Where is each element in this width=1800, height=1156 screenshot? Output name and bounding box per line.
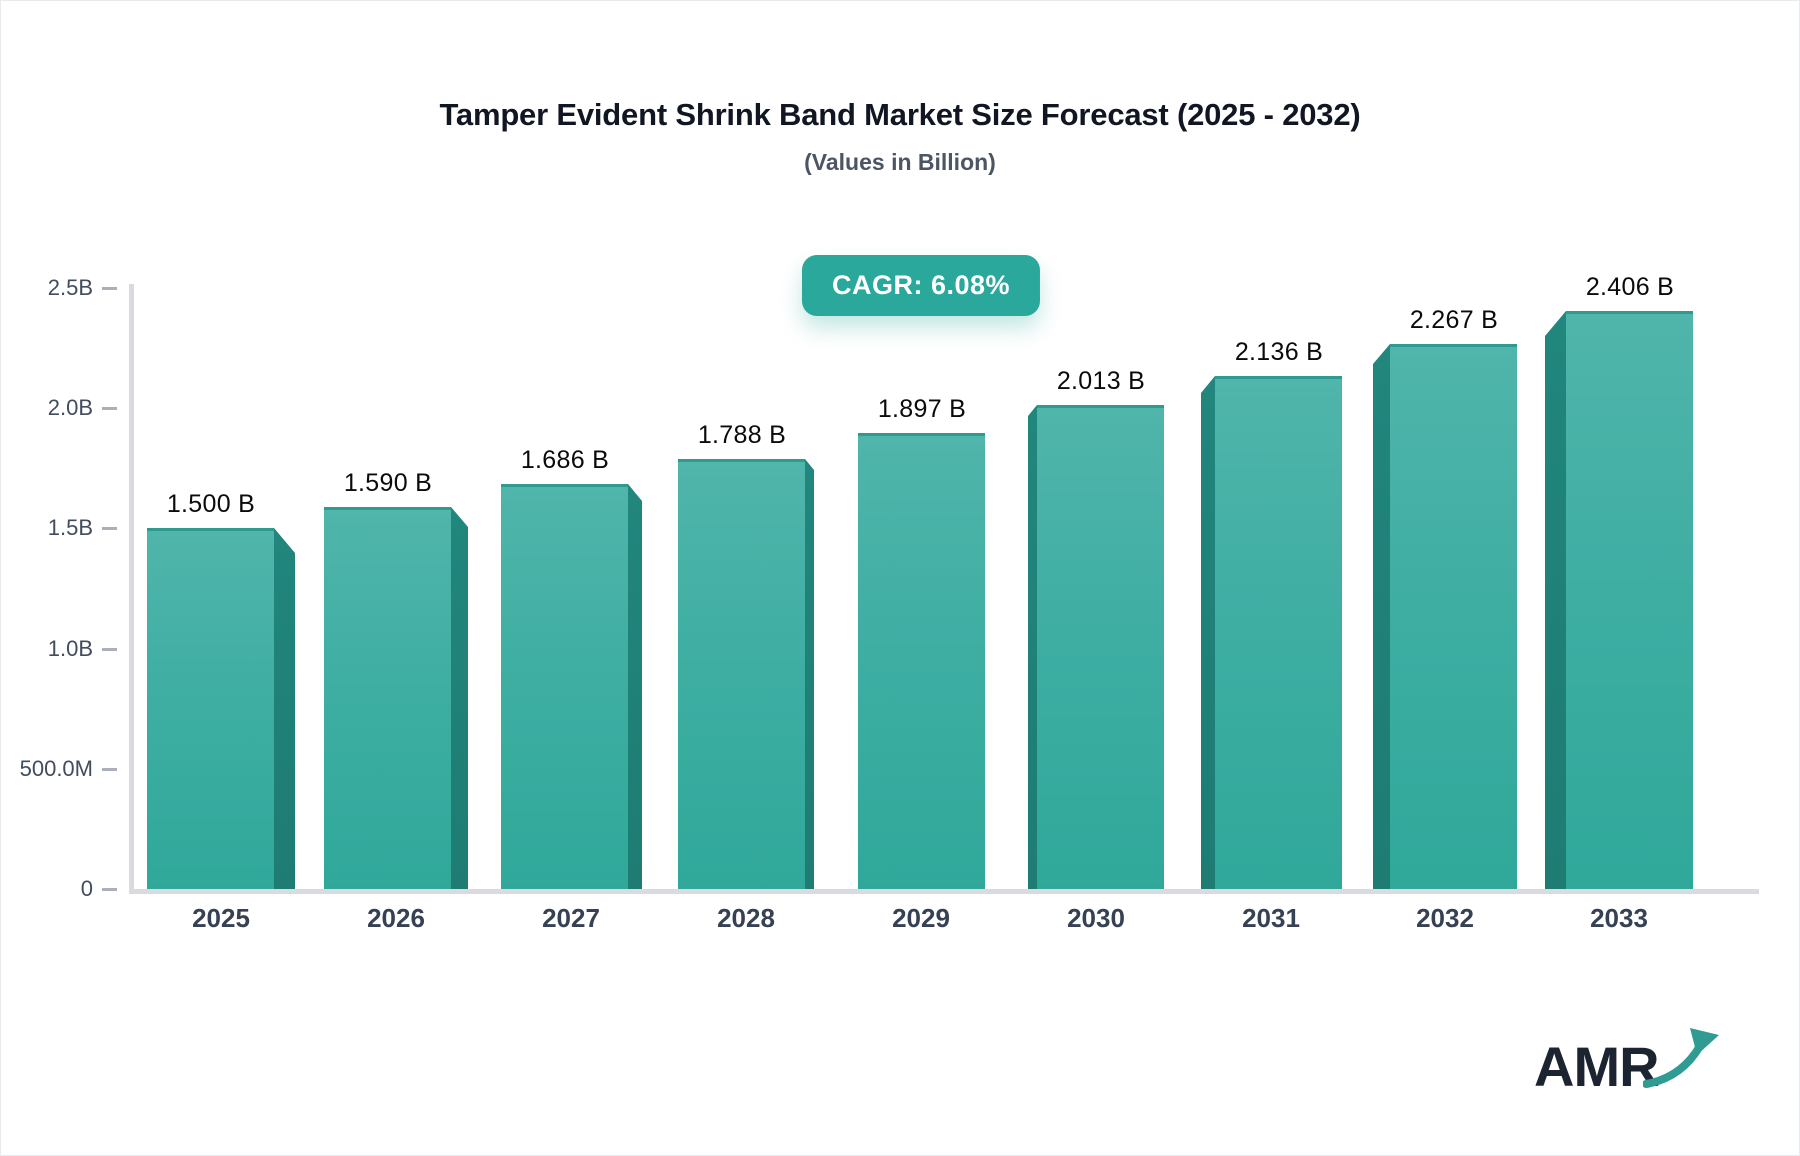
x-axis-label: 2026 [367,903,425,933]
chart-title: Tamper Evident Shrink Band Market Size F… [439,97,1361,132]
bar-side [1373,344,1390,889]
y-axis-tick-label: 2.5B [47,275,93,300]
chart-subtitle: (Values in Billion) [804,149,996,175]
y-axis-tick [102,888,117,891]
y-axis-tick-label: 1.5B [47,515,93,540]
bar-face [1566,311,1693,889]
bar-2032 [1373,344,1517,889]
y-axis-line [129,284,134,894]
bar-2026 [324,507,468,889]
bar-value-label: 1.500 B [166,490,256,518]
y-axis-tick [102,648,117,651]
bar-side [805,459,814,889]
bar-value-label: 1.788 B [697,421,787,449]
bar-2030 [1028,405,1164,889]
y-axis-tick-label: 0 [80,876,93,901]
x-axis-label: 2029 [892,903,950,933]
bar-face [678,459,805,889]
bar-2027 [501,484,642,889]
y-axis-tick [102,407,117,410]
y-axis-tick [102,287,117,290]
y-axis-tick [102,768,117,771]
x-axis-label: 2027 [542,903,600,933]
x-axis-label: 2031 [1242,903,1300,933]
amr-logo-text: AMR [1534,1035,1660,1098]
bar-side [1545,311,1566,889]
bar-side [274,528,295,889]
bar-2033 [1545,311,1693,889]
y-axis-tick-label: 2.0B [47,395,93,420]
bar-2031 [1201,376,1342,889]
bar-face [324,507,451,889]
bar-value-label: 1.590 B [343,469,433,497]
bar-value-label: 2.267 B [1409,306,1499,334]
bar-face [1037,405,1164,889]
bar-face [147,528,274,889]
bar-side [1028,405,1037,889]
bar-face [1215,376,1342,889]
bar-value-label: 2.013 B [1056,367,1146,395]
x-axis-line [129,889,1759,894]
x-axis-label: 2030 [1067,903,1125,933]
x-axis-label: 2028 [717,903,775,933]
bar-face [858,433,985,889]
bar-value-label: 1.897 B [877,395,967,423]
bar-value-label: 1.686 B [520,446,610,474]
x-axis-label: 2032 [1416,903,1474,933]
bar-2025 [147,528,295,889]
x-axis-label: 2033 [1590,903,1648,933]
y-axis-tick-label: 1.0B [47,636,93,661]
bar-2028 [678,459,814,889]
bar-value-label: 2.136 B [1234,338,1324,366]
bar-side [1201,376,1215,889]
bar-side [628,484,642,889]
x-axis-label: 2025 [192,903,250,933]
growth-arrow-icon [1641,1023,1723,1094]
bar-side [451,507,468,889]
bar-2029 [858,433,985,889]
bar-face [501,484,628,889]
amr-logo: AMR [1534,1027,1723,1103]
y-axis-tick [102,527,117,530]
cagr-badge: CAGR: 6.08% [801,255,1041,316]
bar-value-label: 2.406 B [1585,273,1675,301]
y-axis-tick-label: 500.0M [19,756,93,781]
bar-face [1390,344,1517,889]
